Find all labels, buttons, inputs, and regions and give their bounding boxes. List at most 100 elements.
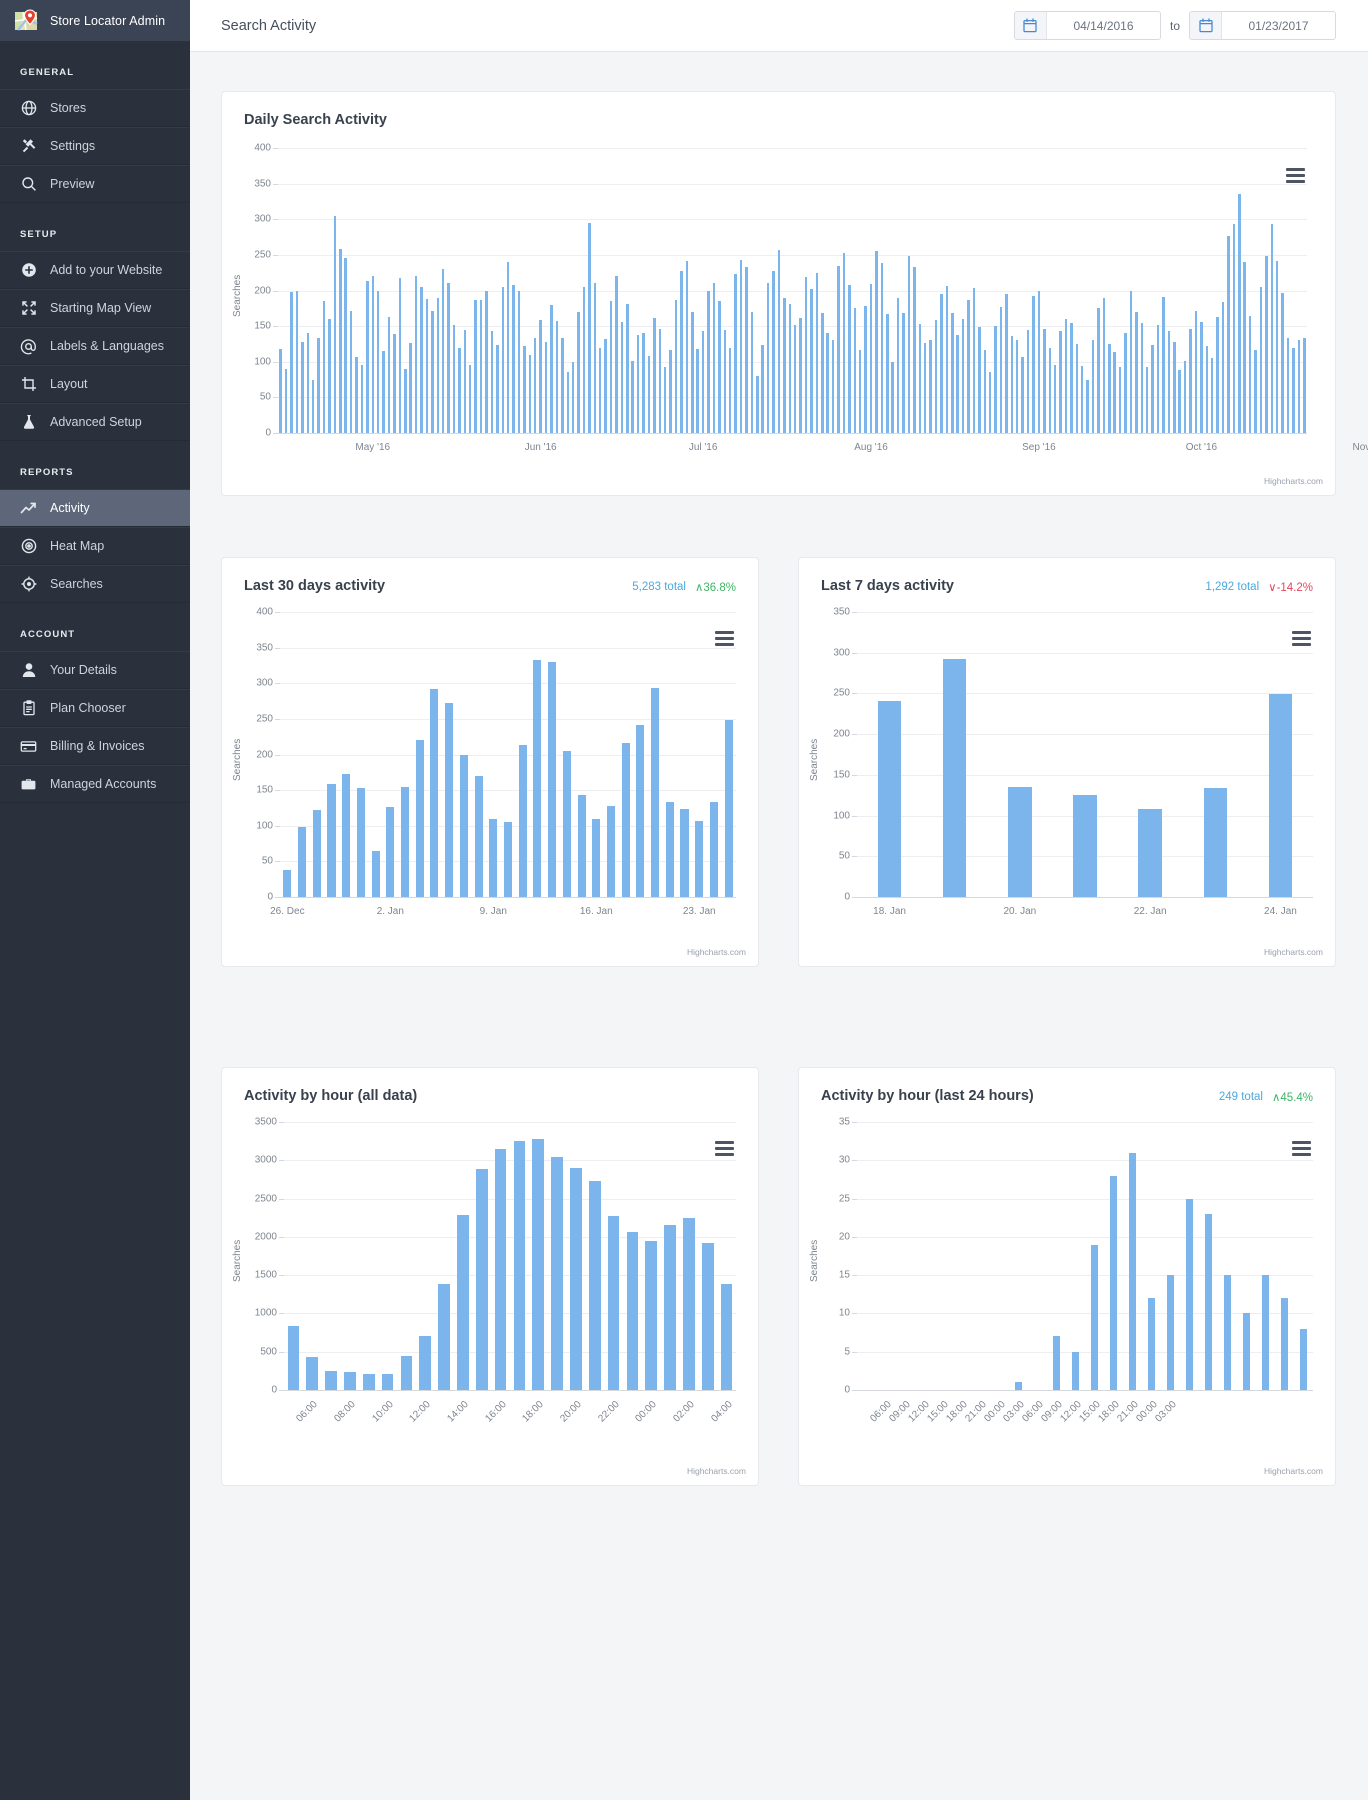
bar[interactable] (1064, 319, 1068, 433)
bar[interactable] (1259, 286, 1263, 433)
bar[interactable] (1147, 1298, 1156, 1390)
bar[interactable] (999, 306, 1003, 433)
bar[interactable] (1005, 294, 1008, 433)
bar[interactable] (804, 276, 808, 433)
bar[interactable] (696, 348, 699, 433)
bar[interactable] (1189, 328, 1192, 433)
bar[interactable] (621, 743, 630, 897)
bar[interactable] (724, 719, 733, 897)
bar[interactable] (877, 700, 902, 897)
bar[interactable] (1254, 350, 1257, 433)
bar[interactable] (386, 806, 395, 897)
sidebar-item-activity[interactable]: Activity (0, 489, 190, 527)
bar[interactable] (891, 361, 894, 433)
sidebar-item-settings[interactable]: Settings (0, 127, 190, 165)
bar[interactable] (604, 338, 607, 433)
bar[interactable] (756, 376, 759, 433)
bar[interactable] (1232, 224, 1236, 433)
bar[interactable] (913, 267, 916, 433)
bar[interactable] (306, 333, 310, 433)
bar[interactable] (1043, 328, 1046, 433)
sidebar-item-plan-chooser[interactable]: Plan Chooser (0, 689, 190, 727)
bar[interactable] (355, 357, 358, 433)
bar[interactable] (362, 1374, 375, 1390)
date-from-input[interactable] (1046, 12, 1160, 39)
bar[interactable] (709, 802, 718, 897)
bar[interactable] (664, 1225, 676, 1390)
bar[interactable] (400, 1356, 413, 1390)
bar[interactable] (1048, 347, 1051, 433)
bar[interactable] (875, 251, 878, 433)
bar[interactable] (561, 338, 564, 433)
hamburger-menu-icon[interactable] (1292, 631, 1311, 646)
bar[interactable] (1053, 365, 1057, 433)
bar[interactable] (718, 301, 721, 433)
bar[interactable] (312, 810, 321, 897)
bar[interactable] (301, 341, 304, 433)
bar[interactable] (645, 1241, 658, 1390)
bar[interactable] (712, 283, 716, 433)
bar[interactable] (1071, 1351, 1080, 1390)
bar[interactable] (1243, 262, 1246, 433)
bar[interactable] (1118, 367, 1122, 433)
bar[interactable] (445, 702, 454, 897)
bar[interactable] (750, 311, 754, 433)
bar[interactable] (523, 346, 526, 433)
bar[interactable] (1052, 1336, 1061, 1390)
bar[interactable] (577, 795, 586, 897)
bar[interactable] (431, 311, 434, 433)
bar[interactable] (425, 299, 429, 433)
bar[interactable] (707, 290, 710, 433)
bar[interactable] (404, 368, 407, 433)
bar[interactable] (344, 1372, 356, 1390)
bar[interactable] (1108, 343, 1111, 433)
bar[interactable] (1032, 296, 1035, 433)
bar[interactable] (951, 313, 954, 433)
bar[interactable] (1223, 1275, 1232, 1390)
bar[interactable] (1014, 1382, 1023, 1390)
sidebar-item-your-details[interactable]: Your Details (0, 651, 190, 689)
bar[interactable] (387, 316, 391, 433)
bar[interactable] (1216, 316, 1219, 433)
bar[interactable] (869, 284, 873, 433)
bar[interactable] (978, 326, 981, 433)
calendar-icon[interactable] (1190, 12, 1222, 39)
bar[interactable] (934, 319, 938, 433)
bar[interactable] (1280, 1298, 1289, 1390)
sidebar-item-add-to-your-website[interactable]: Add to your Website (0, 251, 190, 289)
bar[interactable] (436, 297, 439, 433)
bar[interactable] (663, 367, 667, 433)
bar[interactable] (489, 818, 498, 897)
bar[interactable] (463, 329, 467, 433)
bar[interactable] (940, 294, 943, 433)
bar[interactable] (381, 1373, 394, 1390)
hamburger-menu-icon[interactable] (1286, 168, 1305, 183)
bar[interactable] (344, 258, 347, 433)
bar[interactable] (1151, 344, 1154, 433)
bar[interactable] (777, 249, 781, 433)
bar[interactable] (674, 300, 678, 433)
date-to-input[interactable] (1222, 12, 1335, 39)
bar[interactable] (1297, 339, 1301, 433)
bar[interactable] (1113, 351, 1116, 433)
bar[interactable] (783, 297, 786, 433)
bar[interactable] (720, 1283, 733, 1390)
bar[interactable] (761, 345, 764, 433)
bar[interactable] (356, 788, 365, 897)
bar[interactable] (1037, 290, 1041, 433)
bar[interactable] (1227, 235, 1230, 433)
bar[interactable] (1128, 1152, 1137, 1390)
bar[interactable] (588, 1180, 601, 1390)
bar[interactable] (598, 348, 602, 433)
bar[interactable] (1140, 322, 1144, 433)
bar[interactable] (956, 335, 959, 433)
bar[interactable] (853, 307, 857, 433)
bar[interactable] (322, 301, 326, 433)
bar[interactable] (306, 1356, 319, 1390)
bar[interactable] (685, 261, 689, 433)
bar[interactable] (517, 290, 521, 433)
bar[interactable] (837, 265, 840, 433)
bar[interactable] (1059, 331, 1062, 433)
bar[interactable] (728, 348, 732, 433)
bar[interactable] (1091, 340, 1095, 433)
